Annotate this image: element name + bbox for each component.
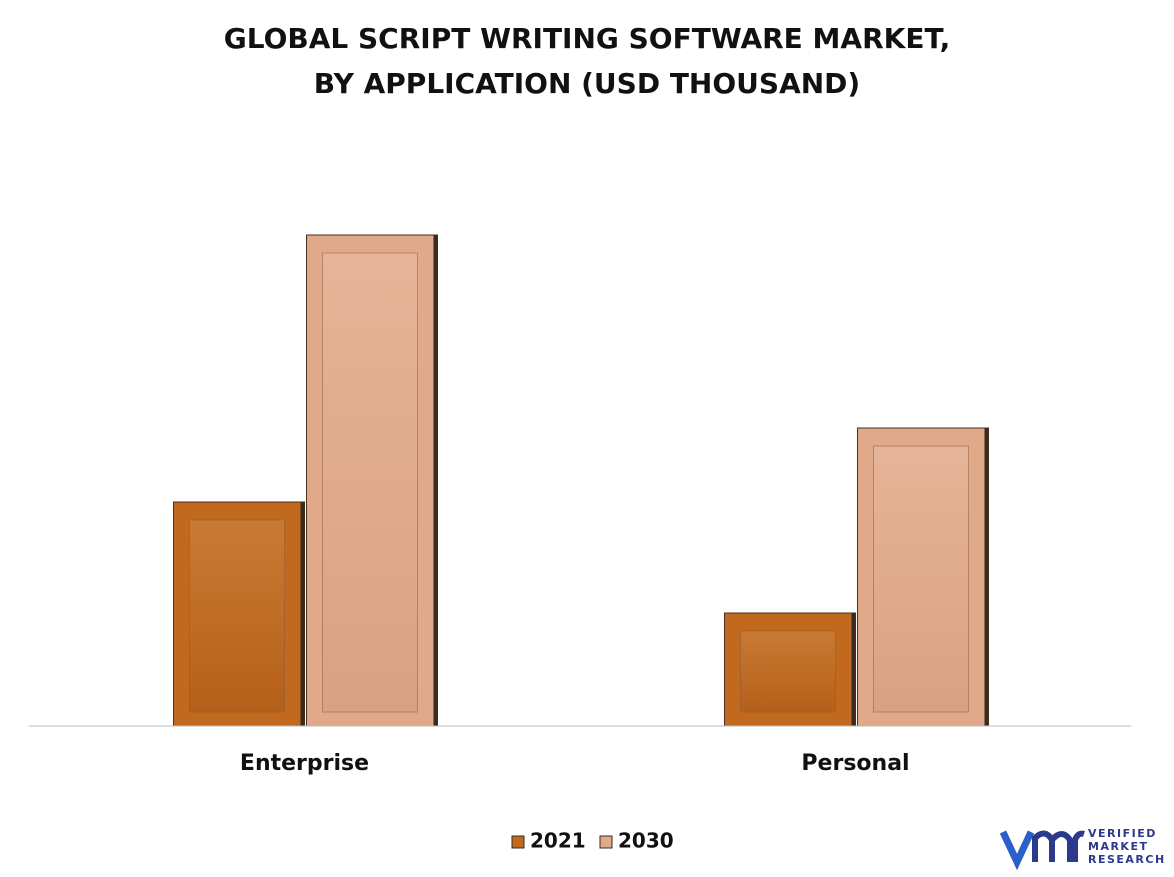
bar-edge [851,613,856,726]
logo: VERIFIED MARKET RESEARCH [999,827,1166,871]
legend-label: 2021 [530,829,586,853]
bar-bevel [873,445,969,713]
chart-title: BY APPLICATION (USD THOUSAND) [314,67,860,100]
logo-mark [1032,830,1073,862]
x-tick-label: Enterprise [240,751,369,776]
bar-bevel [322,252,418,713]
bar-edge [984,428,989,726]
chart-title: GLOBAL SCRIPT WRITING SOFTWARE MARKET, [224,22,950,55]
logo-mark [1072,830,1085,862]
bar-bevel [740,630,836,713]
legend-swatch [599,835,613,849]
bar-edge [433,235,438,726]
x-tick-label: Personal [801,751,909,776]
logo-text: MARKET [1088,840,1148,853]
logo-mark [999,830,1035,871]
legend-label: 2030 [618,829,674,853]
legend-swatch [511,835,525,849]
logo-text: VERIFIED [1088,827,1157,840]
bar-edge [300,502,305,726]
logo-text: RESEARCH [1088,853,1166,866]
bar-bevel [189,519,285,713]
